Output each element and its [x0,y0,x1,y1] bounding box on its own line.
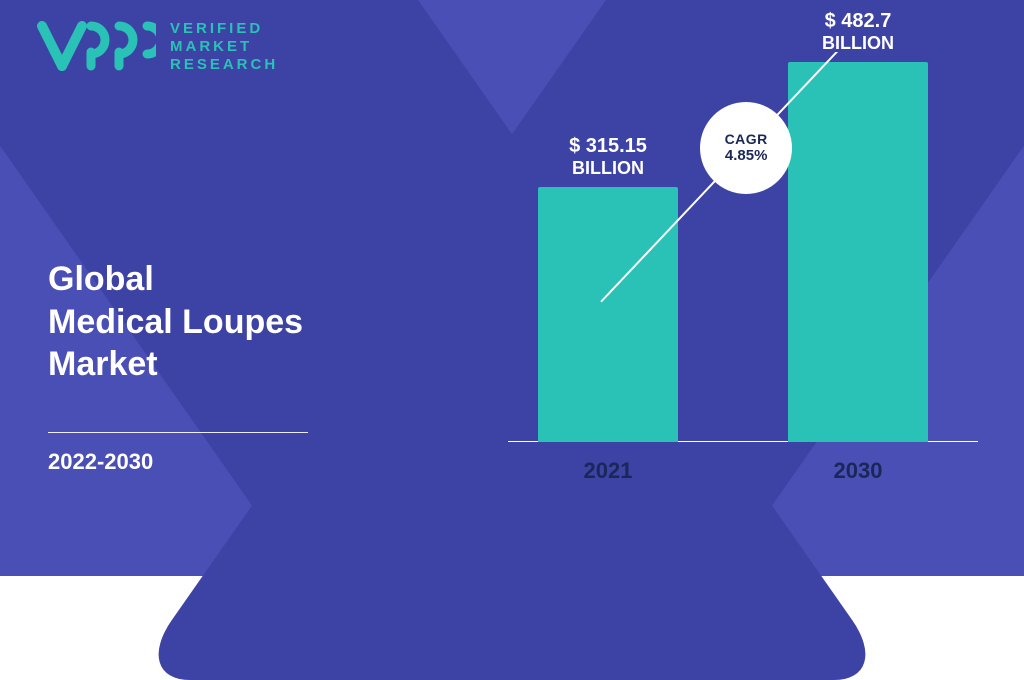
chart-bar-2021 [538,187,678,442]
chart-bar-2030 [788,62,928,442]
chart-unit-2021: BILLION [518,158,698,179]
brand-logo-text: VERIFIED MARKET RESEARCH [170,20,278,74]
chart-xlabel-2030: 2030 [788,458,928,484]
chart-value-2021: $ 315.15 [518,135,698,158]
brand-logo: VERIFIED MARKET RESEARCH [36,20,278,74]
cagr-value: 4.85% [725,147,768,164]
chart-xlabel-2021: 2021 [538,458,678,484]
cagr-bubble: CAGR 4.85% [700,102,792,194]
chart-value-2030: $ 482.7 [768,10,948,33]
title-line2: Medical Loupes [48,301,308,344]
chart-value-label-2030: $ 482.7 BILLION [768,10,948,54]
title-line1: Global [48,258,308,301]
title-line3: Market [48,343,308,386]
brand-text-line3: RESEARCH [170,56,278,74]
brand-text-line1: VERIFIED [170,20,278,38]
brand-logo-mark [36,20,156,74]
cagr-label: CAGR [725,131,768,147]
period-text: 2022-2030 [48,449,308,475]
brand-text-line2: MARKET [170,38,278,56]
title-divider [48,432,308,433]
chart-unit-2030: BILLION [768,33,948,54]
infographic-canvas: VERIFIED MARKET RESEARCH Global Medical … [0,0,1024,576]
chart-value-label-2021: $ 315.15 BILLION [518,135,698,179]
title-block: Global Medical Loupes Market 2022-2030 [48,258,308,475]
market-size-chart: $ 315.15 BILLION 2021 $ 482.7 BILLION 20… [508,52,978,502]
